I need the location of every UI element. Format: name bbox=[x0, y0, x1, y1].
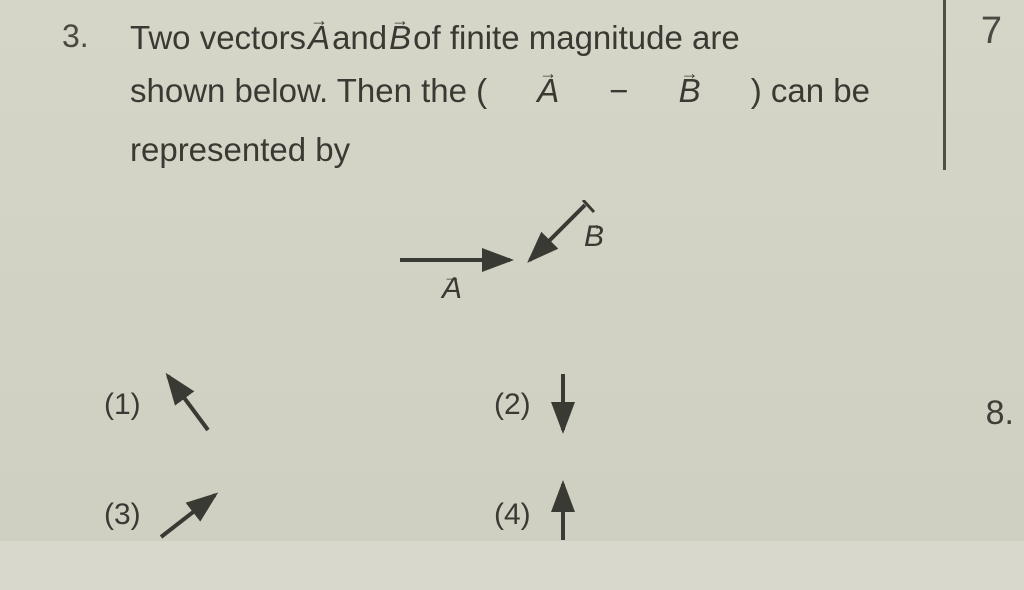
q-text-1c: of finite magnitude are bbox=[413, 12, 740, 65]
q-text-2b: ) can be bbox=[751, 65, 870, 118]
vector-A-symbol: → A bbox=[306, 12, 332, 65]
question-number: 3. bbox=[62, 18, 89, 55]
vector-B-arrow bbox=[530, 205, 585, 260]
q-text-minus: − bbox=[609, 65, 628, 118]
option-2-label: (2) bbox=[494, 388, 531, 422]
diagram-A-label: →A bbox=[440, 272, 464, 306]
option-3[interactable]: (3) bbox=[104, 480, 494, 550]
option-1-arrow-icon bbox=[153, 370, 223, 440]
vector-B-symbol: → B bbox=[387, 12, 413, 65]
vector-arrow-icon: → bbox=[539, 59, 557, 88]
vector-B-symbol-2: →B bbox=[677, 65, 703, 118]
vector-arrow-icon: → bbox=[310, 6, 328, 35]
option-3-label: (3) bbox=[104, 498, 141, 532]
option-2[interactable]: (2) bbox=[494, 370, 884, 440]
side-number-8: 8. bbox=[986, 394, 1014, 433]
q-text-1b: and bbox=[332, 12, 387, 65]
vector-arrow-icon: → bbox=[681, 59, 699, 88]
q-text-1a: Two vectors bbox=[130, 12, 306, 65]
option-2-arrow-icon bbox=[543, 370, 583, 440]
vector-arrow-icon: → bbox=[391, 6, 409, 35]
option-1[interactable]: (1) bbox=[104, 370, 494, 440]
option-4-arrow-icon bbox=[543, 480, 583, 550]
side-number-7: 7 bbox=[981, 10, 1002, 53]
q-text-2a: shown below. Then the ( bbox=[130, 65, 487, 118]
column-divider bbox=[943, 0, 946, 170]
vector-diagram: →A →B bbox=[390, 200, 630, 320]
diagram-B-label: →B bbox=[582, 220, 606, 254]
option-4[interactable]: (4) bbox=[494, 480, 884, 550]
vector-A-symbol-2: →A bbox=[535, 65, 561, 118]
option-3-arrow-icon bbox=[153, 485, 223, 545]
question-text: Two vectors → A and → B of finite magnit… bbox=[130, 12, 900, 176]
q-text-3: represented by bbox=[130, 131, 350, 168]
option-4-label: (4) bbox=[494, 498, 531, 532]
page: 7 8. 3. Two vectors → A and → B of finit… bbox=[0, 0, 1024, 541]
options-block: (1) (2) (3) bbox=[104, 370, 884, 590]
option-1-label: (1) bbox=[104, 388, 141, 422]
